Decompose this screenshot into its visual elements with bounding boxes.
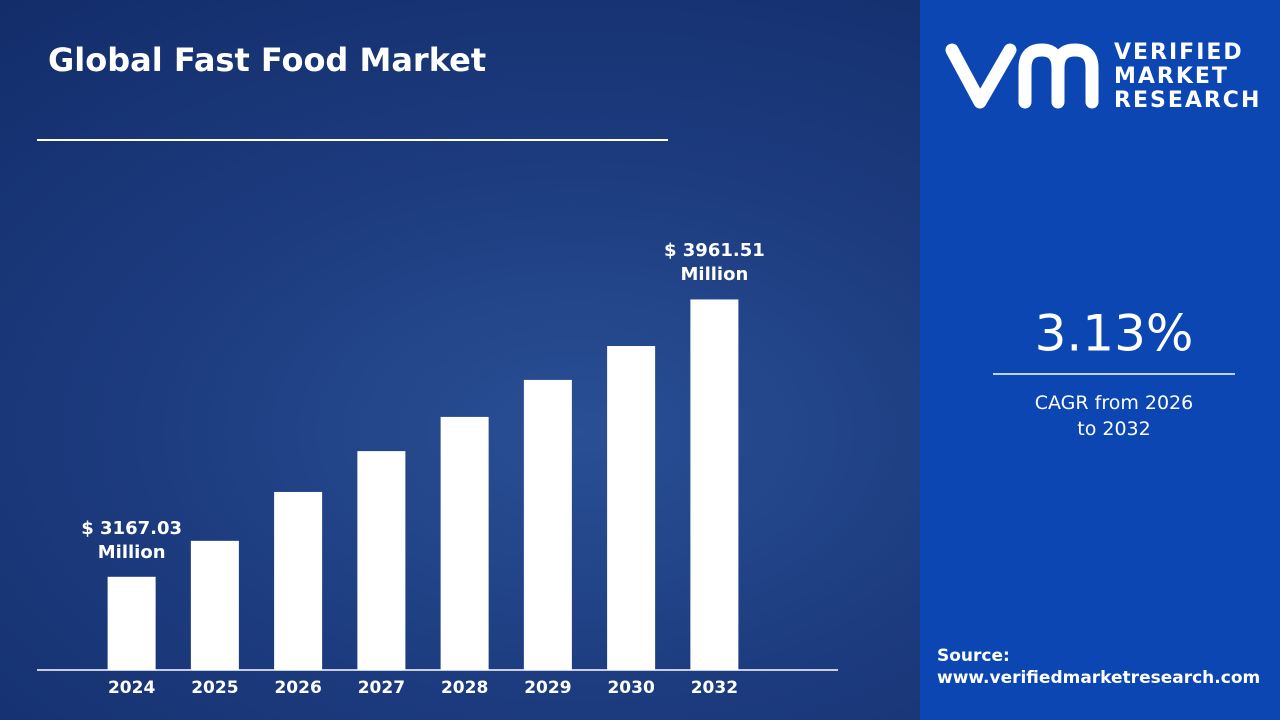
x-tick-label: 2027 [358,678,405,698]
cagr-value: 3.13% [1035,305,1194,363]
logo-text: MARKET [1114,64,1229,89]
x-tick-label: 2025 [191,678,238,698]
cagr-label: CAGR from 2026 to 2032 [1034,392,1194,440]
bar [690,299,739,670]
value-label: $ 3961.51 Million [663,240,765,286]
source-label: Source: [937,646,1010,666]
x-tick-label: 2026 [274,678,321,698]
bar [107,576,156,670]
x-tick-label: 2029 [524,678,571,698]
side-panel [920,0,1280,720]
chart-title: Global Fast Food Market [48,41,486,79]
logo-text: RESEARCH [1114,88,1261,113]
bar [523,379,572,670]
x-tick-label: 2032 [691,678,738,698]
logo-text: VERIFIED [1114,40,1244,65]
bar [274,491,323,670]
value-label: $ 3167.03 Million [81,517,183,563]
x-tick-label: 2030 [607,678,654,698]
logo-mark [945,43,1099,109]
bar [607,346,656,670]
x-tick-label: 2028 [441,678,488,698]
source-url: www.verifiedmarketresearch.com [937,668,1260,688]
x-tick-label: 2024 [108,678,155,698]
bar [440,416,489,670]
bar [190,540,239,670]
bar [357,451,406,670]
